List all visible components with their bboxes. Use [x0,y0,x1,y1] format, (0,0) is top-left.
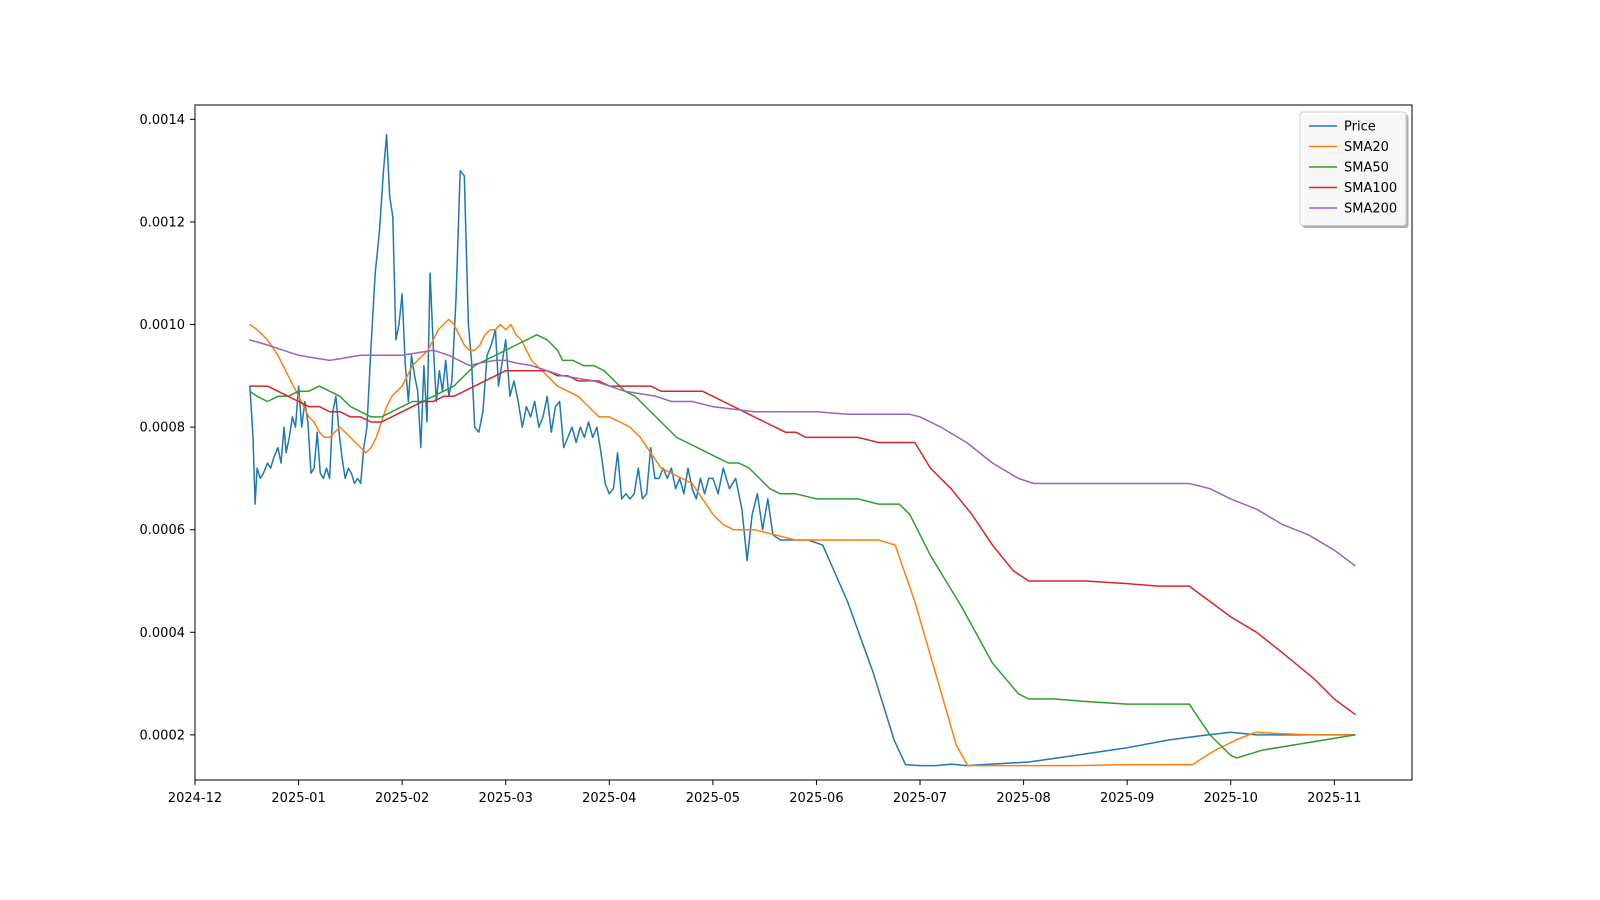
legend-label: SMA20 [1344,140,1389,155]
series-line-sma50 [249,334,1356,759]
legend-entry-sma20: SMA20 [1309,140,1389,155]
legend: Price SMA20 SMA50 SMA100 SMA200 [1299,111,1409,228]
legend-box [1299,111,1407,226]
plot-frame [194,104,1413,781]
series-lines [249,133,1356,767]
x-tick-label: 2025-09 [1100,791,1154,806]
y-tick-label: 0.0008 [140,421,186,436]
x-tick-label: 2025-08 [996,791,1050,806]
x-tick-label: 2024-12 [168,791,222,806]
legend-label: Price [1344,120,1376,135]
x-tick-label: 2025-07 [893,791,947,806]
y-tick-label: 0.0004 [140,626,186,641]
x-tick-label: 2025-04 [582,791,636,806]
series-line-sma200 [249,339,1356,567]
x-tick-label: 2025-02 [375,791,429,806]
x-tick-label: 2025-01 [271,791,325,806]
x-tick-label: 2025-03 [479,791,533,806]
series-line-sma20 [249,318,1356,767]
y-tick-label: 0.0002 [140,728,186,743]
axes: 2024-12 2025-01 2025-02 2025-03 2025-04 2025-… [140,104,1413,806]
y-tick-label: 0.0010 [140,318,186,333]
legend-label: SMA50 [1344,161,1389,176]
y-tick-label: 0.0012 [140,215,186,230]
y-tick-label: 0.0006 [140,523,186,538]
x-tick-label: 2025-11 [1307,791,1361,806]
legend-entry-sma200: SMA200 [1309,202,1397,217]
legend-label: SMA200 [1344,202,1397,217]
series-line-sma100 [249,369,1356,716]
legend-entry-price: Price [1309,120,1376,135]
y-tick-label: 0.0014 [140,113,186,128]
x-tick-label: 2025-10 [1204,791,1258,806]
legend-label: SMA100 [1344,181,1397,196]
legend-entry-sma50: SMA50 [1309,161,1389,176]
legend-entry-sma100: SMA100 [1309,181,1397,196]
x-tick-label: 2025-05 [686,791,740,806]
x-tick-label: 2025-06 [789,791,843,806]
series-line-price [249,133,1356,767]
